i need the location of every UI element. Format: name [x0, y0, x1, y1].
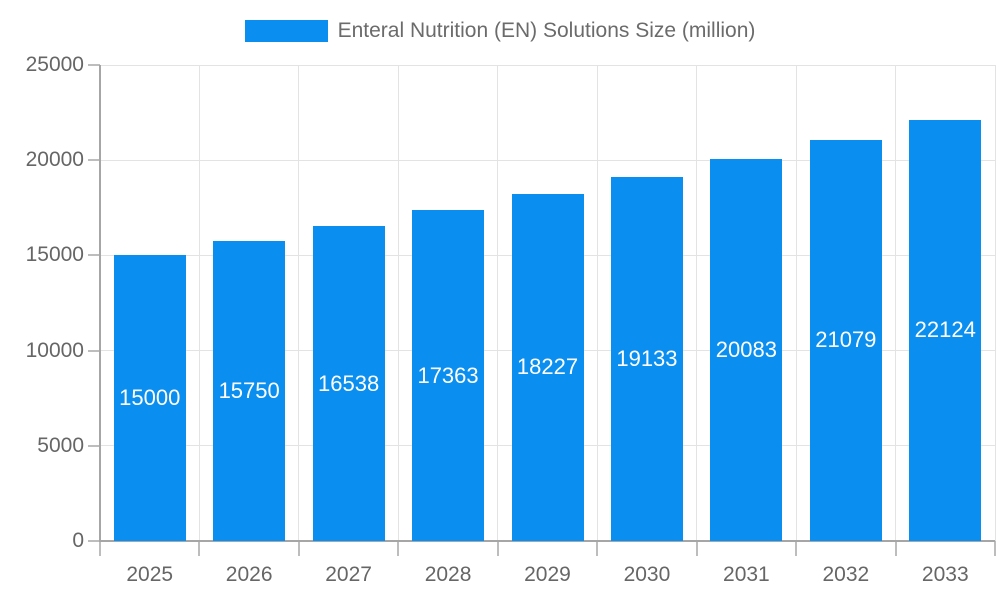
bar-2025[interactable]: 15000 — [113, 255, 186, 541]
y-axis-tick-label: 5000 — [37, 433, 84, 457]
y-tick-mark — [88, 64, 100, 66]
bar-value-label: 19133 — [616, 345, 678, 371]
y-tick-mark — [88, 540, 100, 542]
x-tick-mark — [496, 541, 499, 556]
x-axis-tick-label: 2029 — [524, 563, 571, 586]
x-tick-mark — [198, 541, 201, 556]
bar-value-label: 21079 — [815, 327, 877, 353]
x-axis-tick-label: 2032 — [822, 563, 870, 586]
h-gridline — [100, 64, 995, 66]
x-tick-mark — [596, 541, 599, 556]
y-axis-tick-label: 25000 — [25, 53, 84, 76]
bar-2029[interactable]: 18227 — [511, 193, 584, 541]
x-axis-tick-label: 2031 — [723, 563, 770, 586]
bar-2026[interactable]: 15750 — [213, 241, 286, 541]
y-axis-tick-label: 20000 — [25, 148, 84, 172]
x-tick-mark — [695, 541, 698, 556]
bar-value-label: 22124 — [914, 317, 976, 343]
x-tick-mark — [894, 541, 897, 556]
y-axis-tick-label: 10000 — [25, 338, 84, 362]
bar-2030[interactable]: 19133 — [610, 176, 683, 541]
bar-value-label: 17363 — [417, 362, 479, 388]
bar-2027[interactable]: 16538 — [312, 226, 385, 541]
v-gridline — [696, 65, 698, 541]
v-gridline — [795, 65, 797, 541]
v-gridline — [397, 65, 399, 541]
x-tick-mark — [795, 541, 798, 556]
x-axis-tick-label: 2026 — [225, 563, 273, 586]
v-gridline — [895, 65, 897, 541]
x-axis-tick-label: 2033 — [921, 563, 969, 586]
x-axis-tick-label: 2027 — [325, 563, 372, 586]
legend-label: Enteral Nutrition (EN) Solutions Size (m… — [337, 19, 756, 42]
v-gridline — [198, 65, 200, 541]
v-gridline — [298, 65, 300, 541]
bar-value-label: 18227 — [516, 354, 579, 380]
bar-2031[interactable]: 20083 — [710, 158, 783, 541]
bar-2032[interactable]: 21079 — [809, 139, 882, 541]
y-tick-mark — [88, 349, 100, 352]
v-gridline — [596, 65, 598, 541]
bar-value-label: 15000 — [119, 385, 181, 411]
bar-value-label: 16538 — [318, 370, 380, 396]
bar-2028[interactable]: 17363 — [412, 210, 485, 541]
v-gridline — [994, 65, 996, 541]
y-axis-line — [99, 65, 101, 542]
x-tick-mark — [99, 541, 101, 556]
bar-value-label: 15750 — [218, 378, 280, 404]
bar-value-label: 20083 — [715, 336, 777, 362]
x-tick-mark — [397, 541, 400, 556]
x-axis-line — [99, 540, 995, 542]
y-axis-tick-label: 15000 — [25, 243, 84, 267]
x-axis-tick-label: 2028 — [424, 563, 472, 586]
y-tick-mark — [88, 444, 100, 447]
x-tick-mark — [994, 541, 996, 556]
x-tick-mark — [297, 541, 300, 556]
legend-swatch-icon — [244, 20, 328, 42]
bar-2033[interactable]: 22124 — [909, 119, 982, 541]
h-gridline — [100, 159, 995, 161]
x-axis-tick-label: 2025 — [126, 563, 174, 586]
y-tick-mark — [88, 159, 100, 162]
y-tick-mark — [88, 254, 100, 257]
y-axis-tick-label: 0 — [72, 529, 84, 552]
v-gridline — [497, 65, 499, 541]
chart-legend[interactable]: Enteral Nutrition (EN) Solutions Size (m… — [0, 19, 1000, 43]
x-axis-tick-label: 2030 — [623, 563, 671, 586]
